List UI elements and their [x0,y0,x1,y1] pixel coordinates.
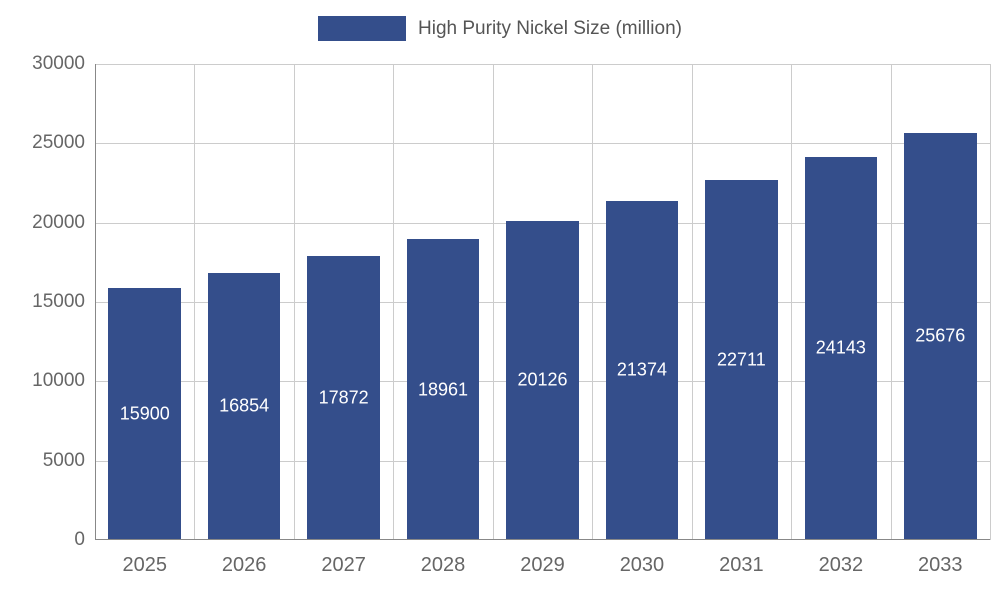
y-tick-label: 10000 [32,370,85,392]
plot-area: 0 5000 10000 15000 20000 25000 30000 15900 2025 1… [32,53,991,576]
legend-swatch [318,16,407,41]
y-tick-label: 0 [74,529,85,550]
v-gridline [990,64,991,540]
chart-legend: High Purity Nickel Size (million) [0,16,1000,41]
bar-2031: 22711 [705,179,778,540]
bar-value-label: 20126 [517,369,568,390]
bar-value-label: 21374 [616,359,667,380]
x-tick-label: 2026 [221,554,267,576]
x-tick-label: 2033 [918,554,963,576]
bar-value-label: 16854 [219,395,270,416]
x-tick-label: 2031 [719,554,764,576]
h-gridline [95,64,990,65]
bar-value-label: 24143 [815,337,866,358]
y-tick-label: 25000 [32,132,85,154]
bar-2032: 24143 [804,156,878,540]
bar-value-label: 25676 [915,325,966,346]
v-gridline [293,64,295,540]
y-tick-label: 30000 [32,53,85,74]
x-tick-label: 2027 [321,554,366,576]
v-gridline [393,64,395,540]
x-tick-label: 2032 [818,554,864,576]
v-gridline [791,64,793,540]
y-axis-line [95,64,96,540]
y-tick-label: 15000 [32,291,85,312]
bar-2027: 17872 [307,256,380,540]
bar-2029: 20126 [506,220,579,540]
x-tick-label: 2030 [619,554,665,576]
bar-value-label: 22711 [717,349,766,370]
v-gridline [592,64,594,540]
v-gridline [890,64,892,540]
y-tick-label: 5000 [42,449,85,471]
bar-2026: 16854 [207,272,281,540]
bar-2033: 25676 [903,132,977,540]
y-tick-label: 20000 [32,211,85,233]
h-gridline [95,143,990,145]
v-gridline [691,64,693,540]
legend-label: High Purity Nickel Size (million) [418,17,682,39]
bar-value-label: 18961 [418,379,469,400]
x-tick-label: 2028 [420,554,466,576]
bar-value-label: 17872 [318,387,369,408]
v-gridline [492,64,494,540]
bar-value-label: 15900 [119,403,170,424]
x-tick-label: 2029 [520,554,565,576]
x-axis-line [95,539,990,540]
bar-2030: 21374 [605,200,679,540]
bar-2025: 15900 [108,287,182,540]
x-tick-label: 2025 [122,554,167,576]
v-gridline [194,64,196,540]
bar-2028: 18961 [406,239,480,540]
